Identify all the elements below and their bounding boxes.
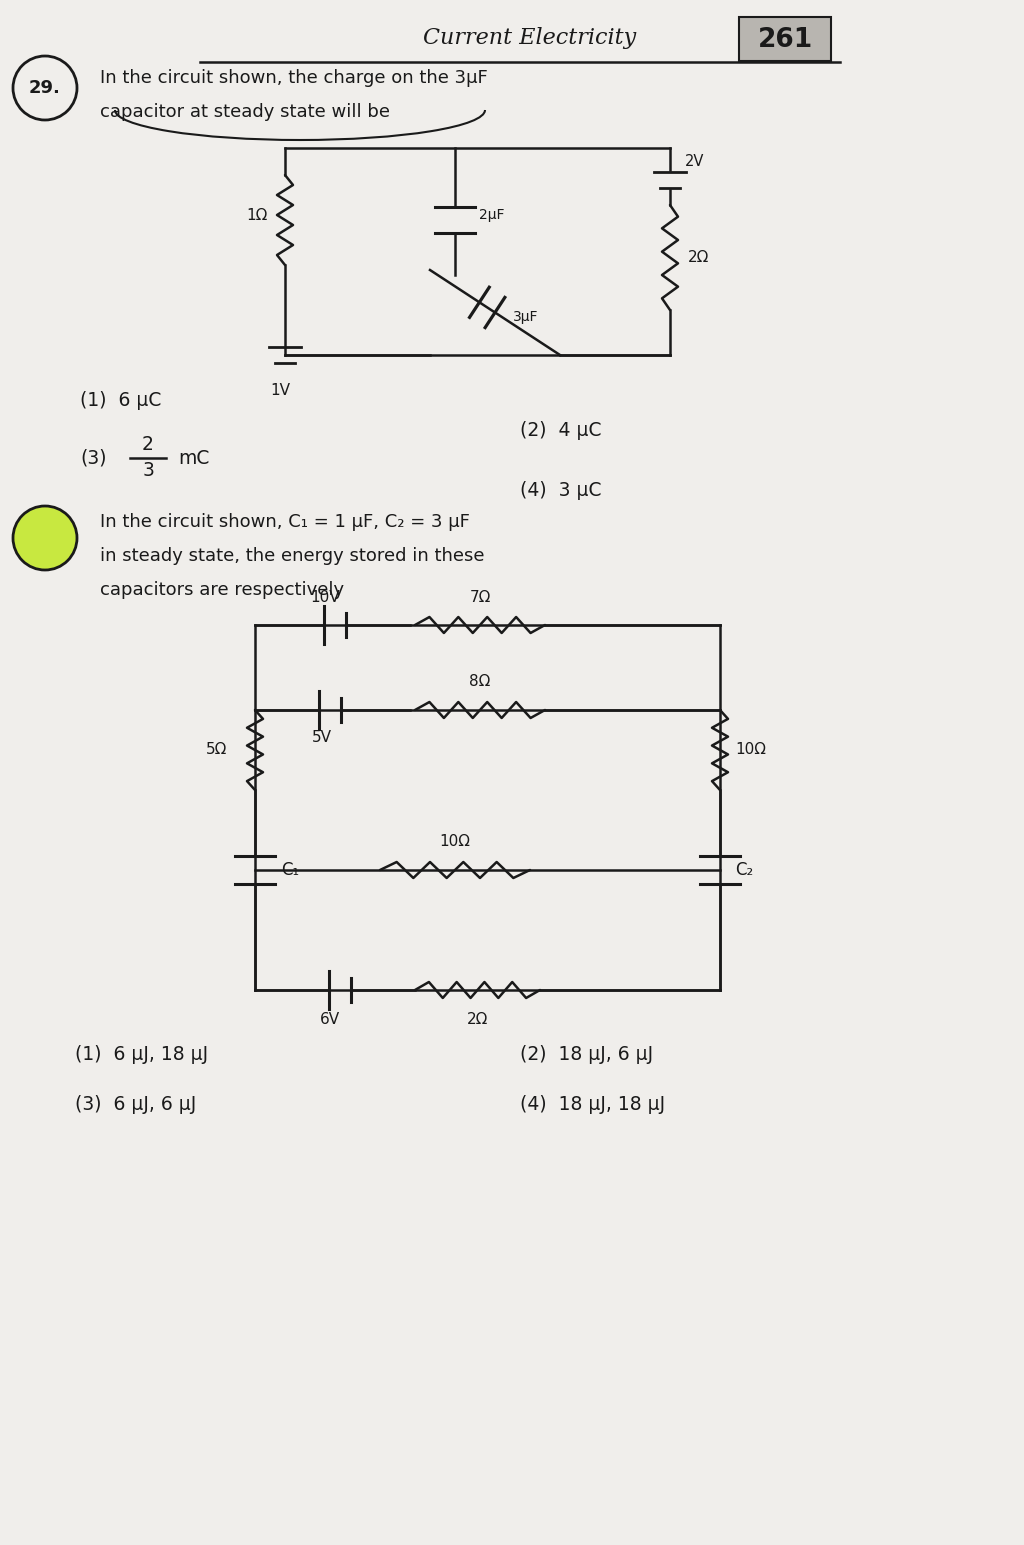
Text: 3: 3: [142, 460, 154, 479]
Circle shape: [13, 507, 77, 570]
Text: 5V: 5V: [312, 731, 332, 746]
Text: (2)  18 μJ, 6 μJ: (2) 18 μJ, 6 μJ: [520, 1046, 653, 1065]
Text: in steady state, the energy stored in these: in steady state, the energy stored in th…: [100, 547, 484, 565]
Text: C₁: C₁: [281, 861, 299, 879]
Text: 2μF: 2μF: [479, 209, 505, 222]
Text: 1Ω: 1Ω: [247, 207, 267, 222]
Text: 7Ω: 7Ω: [469, 590, 490, 604]
Text: (2)  4 μC: (2) 4 μC: [520, 420, 601, 439]
FancyBboxPatch shape: [739, 17, 831, 60]
Text: C₂: C₂: [735, 861, 754, 879]
Text: 10Ω: 10Ω: [735, 743, 766, 757]
Text: 2Ω: 2Ω: [688, 250, 710, 266]
Text: (3): (3): [80, 448, 106, 468]
Text: (4)  3 μC: (4) 3 μC: [520, 480, 601, 499]
Text: (1)  6 μC: (1) 6 μC: [80, 391, 162, 409]
Text: (4)  18 μJ, 18 μJ: (4) 18 μJ, 18 μJ: [520, 1095, 666, 1114]
Text: 8Ω: 8Ω: [469, 675, 490, 689]
Text: In the circuit shown, C₁ = 1 μF, C₂ = 3 μF: In the circuit shown, C₁ = 1 μF, C₂ = 3 …: [100, 513, 470, 531]
Text: (3)  6 μJ, 6 μJ: (3) 6 μJ, 6 μJ: [75, 1095, 197, 1114]
Text: (1)  6 μJ, 18 μJ: (1) 6 μJ, 18 μJ: [75, 1046, 208, 1065]
Text: 30.: 30.: [29, 528, 61, 547]
Text: 10Ω: 10Ω: [439, 834, 470, 850]
Text: 2Ω: 2Ω: [467, 1012, 488, 1027]
Text: 2V: 2V: [685, 154, 705, 170]
Text: Current Electricity: Current Electricity: [423, 26, 637, 49]
Text: 2: 2: [142, 436, 154, 454]
Text: mC: mC: [178, 448, 209, 468]
Text: 10V: 10V: [310, 590, 340, 604]
Text: In the circuit shown, the charge on the 3μF: In the circuit shown, the charge on the …: [100, 70, 487, 87]
Text: 1V: 1V: [270, 383, 290, 399]
Text: capacitor at steady state will be: capacitor at steady state will be: [100, 104, 390, 121]
Text: 261: 261: [758, 26, 813, 53]
Text: 3μF: 3μF: [513, 311, 539, 324]
Text: 6V: 6V: [319, 1012, 340, 1027]
Text: capacitors are respectively: capacitors are respectively: [100, 581, 344, 599]
Text: 29.: 29.: [29, 79, 61, 97]
Text: 5Ω: 5Ω: [206, 743, 227, 757]
